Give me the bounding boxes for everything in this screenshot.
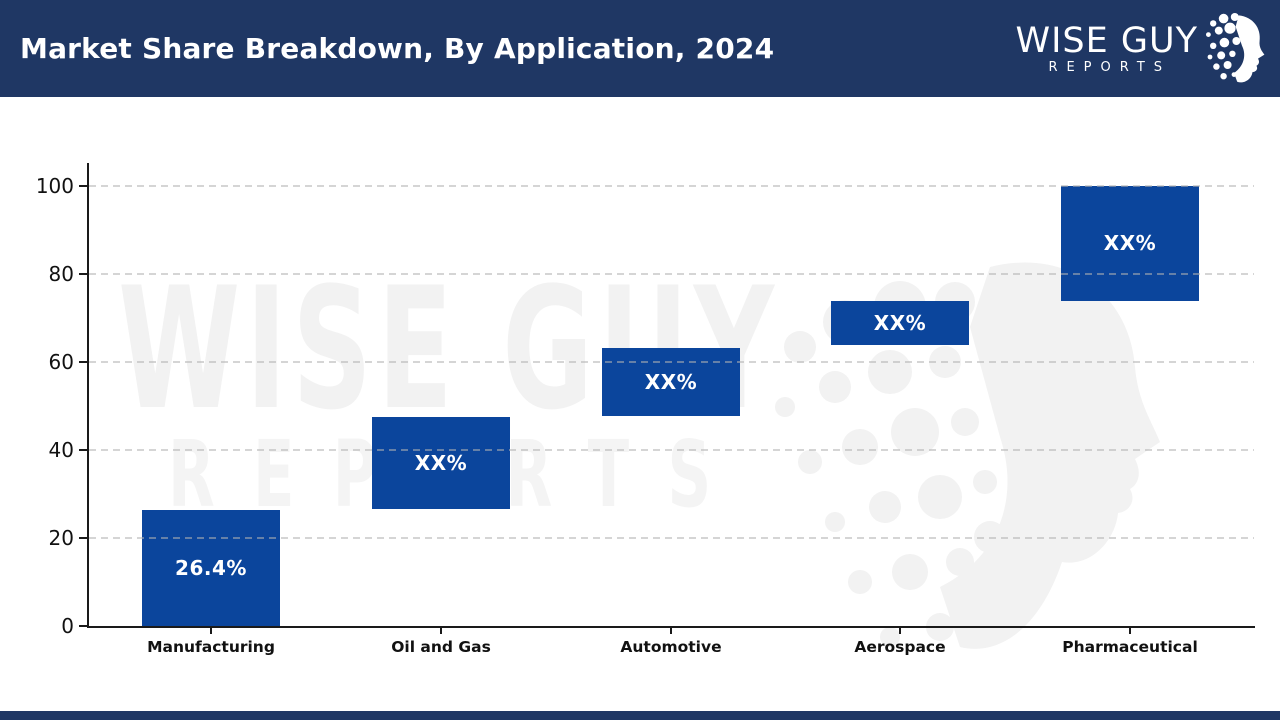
bar-aerospace: XX% xyxy=(831,300,969,346)
logo-text: WISE GUY REPORTS xyxy=(1015,20,1198,76)
y-tick-label: 20 xyxy=(48,526,74,550)
x-tick xyxy=(899,628,901,634)
x-axis-line xyxy=(87,626,1255,628)
bar-automotive: XX% xyxy=(602,347,740,417)
x-axis-label: Oil and Gas xyxy=(391,638,491,656)
gridline xyxy=(89,361,1254,363)
gridline xyxy=(89,273,1254,275)
bar-value-label: XX% xyxy=(873,311,927,336)
footer-bar xyxy=(0,711,1280,720)
y-axis-line xyxy=(87,163,89,628)
wiseguy-logo: WISE GUY REPORTS xyxy=(1015,8,1266,90)
x-tick xyxy=(670,628,672,634)
page-title: Market Share Breakdown, By Application, … xyxy=(20,32,775,65)
y-tick xyxy=(79,449,87,451)
logo-face-icon xyxy=(1206,13,1265,83)
y-tick xyxy=(79,185,87,187)
logo-wordmark: WISE GUY xyxy=(1015,20,1198,61)
y-tick xyxy=(79,361,87,363)
bar-manufacturing: 26.4% xyxy=(142,509,280,626)
bar-pharmaceutical: XX% xyxy=(1061,186,1199,301)
y-tick xyxy=(79,625,87,627)
x-tick xyxy=(1129,628,1131,634)
x-axis-label: Aerospace xyxy=(854,638,946,656)
chart-area: WISE GUY REPORTS 26.4%XX%XX%XX%XX% 02040… xyxy=(0,97,1280,711)
logo-subtitle: REPORTS xyxy=(1048,60,1172,76)
y-tick-label: 0 xyxy=(61,614,74,638)
gridline xyxy=(89,185,1254,187)
plot-area: 26.4% XX% XX% XX% XX% xyxy=(89,163,1254,626)
y-tick xyxy=(79,537,87,539)
x-axis-label: Pharmaceutical xyxy=(1062,638,1198,656)
report-header: Market Share Breakdown, By Application, … xyxy=(0,0,1280,97)
y-tick-label: 100 xyxy=(35,174,74,198)
x-tick xyxy=(440,628,442,634)
bar-oil-and-gas: XX% xyxy=(372,417,510,509)
bar-value-label: XX% xyxy=(1103,231,1157,256)
y-tick-label: 40 xyxy=(48,438,74,462)
x-axis-label: Automotive xyxy=(620,638,722,656)
gridline xyxy=(89,449,1254,451)
x-tick xyxy=(210,628,212,634)
y-tick-label: 80 xyxy=(48,262,74,286)
gridline xyxy=(89,537,1254,539)
bar-value-label: XX% xyxy=(644,369,698,394)
y-tick-label: 60 xyxy=(48,350,74,374)
y-tick xyxy=(79,273,87,275)
bar-value-label: 26.4% xyxy=(175,555,247,580)
bar-value-label: XX% xyxy=(414,450,468,475)
x-axis-label: Manufacturing xyxy=(147,638,275,656)
